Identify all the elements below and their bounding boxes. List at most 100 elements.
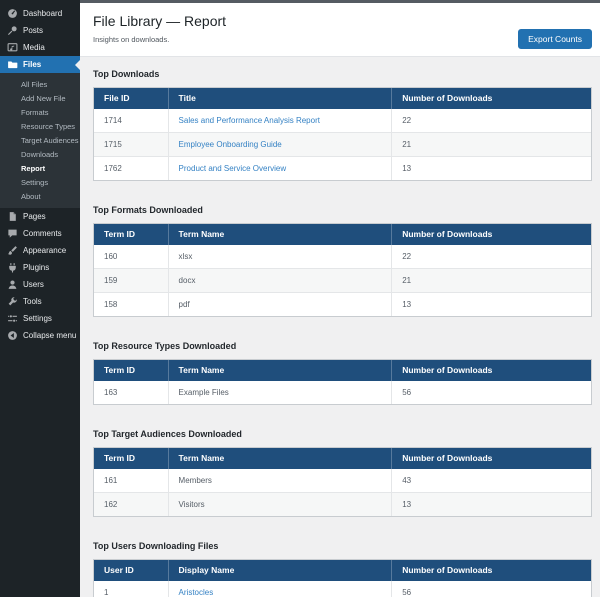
table-header-row: File ID Title Number of Downloads — [94, 88, 591, 109]
report-section: Top Formats Downloaded Term ID Term Name Nu… — [93, 205, 592, 317]
sidebar-item-appearance[interactable]: Appearance — [0, 242, 80, 259]
submenu-item-formats[interactable]: Formats — [21, 107, 49, 117]
table-row: 163 Example Files 56 — [94, 381, 591, 404]
column-header: Title — [168, 88, 393, 109]
sidebar-item-label: Comments — [23, 229, 62, 238]
folder-icon — [7, 59, 18, 70]
sidebar-item-media[interactable]: Media — [0, 39, 80, 56]
cell: 163 — [94, 381, 169, 404]
section-heading: Top Users Downloading Files — [93, 541, 219, 551]
cell: 161 — [94, 469, 169, 493]
sidebar-item-label: Pages — [23, 212, 46, 221]
cell: 1 — [94, 581, 169, 597]
column-header: Term Name — [168, 360, 393, 381]
column-header: Term ID — [94, 224, 169, 245]
settings-icon — [7, 313, 18, 324]
section-heading: Top Downloads — [93, 69, 160, 79]
column-header: Term Name — [168, 224, 393, 245]
section-heading: Top Formats Downloaded — [93, 205, 203, 215]
page-title: File Library — Report — [93, 13, 227, 29]
row-link[interactable]: Employee Onboarding Guide — [178, 140, 282, 149]
cell: 43 — [392, 469, 591, 493]
report-section: Top Downloads File ID Title Number of Downl… — [93, 69, 592, 181]
appearance-icon — [7, 245, 18, 256]
report-table: Term ID Term Name Number of Downloads 163 Ex… — [93, 359, 592, 405]
cell: 1714 — [94, 109, 169, 133]
sidebar-item-label: Files — [23, 60, 42, 69]
sidebar-item-label: Settings — [23, 314, 52, 323]
cell: Employee Onboarding Guide — [168, 133, 393, 157]
export-counts-button[interactable]: Export Counts — [518, 29, 592, 49]
report-table: Term ID Term Name Number of Downloads 161 Me… — [93, 447, 592, 517]
users-icon — [7, 279, 18, 290]
row-link[interactable]: Aristocles — [178, 588, 214, 597]
cell: pdf — [168, 293, 393, 316]
submenu-item-downloads[interactable]: Downloads — [21, 149, 59, 159]
cell: Product and Service Overview — [168, 157, 393, 180]
collapse-icon — [7, 330, 18, 341]
table-row: 158 pdf 13 — [94, 293, 591, 316]
cell: Visitors — [168, 493, 393, 516]
cell: xlsx — [168, 245, 393, 269]
cell: Aristocles — [168, 581, 393, 597]
page-header: File Library — Report Insights on downlo… — [80, 3, 600, 57]
column-header: Number of Downloads — [392, 224, 591, 245]
admin-bar — [80, 0, 600, 3]
column-header: Number of Downloads — [392, 360, 591, 381]
column-header: Number of Downloads — [392, 448, 591, 469]
submenu-item-settings[interactable]: Settings — [21, 177, 49, 187]
sidebar-item-dashboard[interactable]: Dashboard — [0, 5, 80, 22]
cell: 21 — [392, 269, 591, 293]
cell: 162 — [94, 493, 169, 516]
sidebar-item-files[interactable]: Files — [0, 56, 80, 73]
report-section: Top Users Downloading Files User ID Displa… — [93, 541, 592, 597]
row-link[interactable]: Product and Service Overview — [178, 164, 287, 173]
section-heading: Top Target Audiences Downloaded — [93, 429, 242, 439]
table-header-row: Term ID Term Name Number of Downloads — [94, 448, 591, 469]
table-row: 1714 Sales and Performance Analysis Repor… — [94, 109, 591, 133]
sidebar-item-posts[interactable]: Posts — [0, 22, 80, 39]
cell: Example Files — [168, 381, 393, 404]
media-icon — [7, 42, 18, 53]
table-row: 1762 Product and Service Overview 13 — [94, 157, 591, 180]
cell: 13 — [392, 493, 591, 516]
submenu-item-all-files[interactable]: All Files — [21, 79, 48, 89]
cell: 21 — [392, 133, 591, 157]
comments-icon — [7, 228, 18, 239]
sidebar-item-settings[interactable]: Settings — [0, 310, 80, 327]
sidebar-item-collapse-menu[interactable]: Collapse menu — [0, 327, 80, 344]
table-row: 162 Visitors 13 — [94, 493, 591, 516]
column-header: Number of Downloads — [392, 560, 591, 581]
submenu-item-target-audiences[interactable]: Target Audiences — [21, 135, 79, 145]
table-row: 159 docx 21 — [94, 269, 591, 293]
sidebar-item-users[interactable]: Users — [0, 276, 80, 293]
sidebar-item-plugins[interactable]: Plugins — [0, 259, 80, 276]
submenu-item-about[interactable]: About — [21, 191, 41, 201]
report-sections: Top Downloads File ID Title Number of Downl… — [80, 57, 600, 597]
cell: 13 — [392, 157, 591, 180]
submenu-item-report[interactable]: Report — [21, 163, 46, 173]
table-row: 161 Members 43 — [94, 469, 591, 493]
sidebar-item-tools[interactable]: Tools — [0, 293, 80, 310]
sidebar-item-comments[interactable]: Comments — [0, 225, 80, 242]
sidebar-item-pages[interactable]: Pages — [0, 208, 80, 225]
row-link[interactable]: Sales and Performance Analysis Report — [178, 116, 320, 125]
cell: 1762 — [94, 157, 169, 180]
cell: 22 — [392, 109, 591, 133]
sidebar-item-label: Plugins — [23, 263, 50, 272]
cell: 159 — [94, 269, 169, 293]
report-section: Top Target Audiences Downloaded Term ID Te… — [93, 429, 592, 517]
submenu-item-resource-types[interactable]: Resource Types — [21, 121, 76, 131]
sidebar-item-label: Dashboard — [23, 9, 63, 18]
dashboard-icon — [7, 8, 18, 19]
sidebar-item-label: Appearance — [23, 246, 67, 255]
table-row: 1715 Employee Onboarding Guide 21 — [94, 133, 591, 157]
page-subtitle: Insights on downloads. — [93, 35, 170, 44]
sidebar-item-label: Collapse menu — [23, 331, 77, 340]
cell: 160 — [94, 245, 169, 269]
cell: 158 — [94, 293, 169, 316]
plugins-icon — [7, 262, 18, 273]
cell: 56 — [392, 581, 591, 597]
submenu-item-add-new-file[interactable]: Add New File — [21, 93, 66, 103]
